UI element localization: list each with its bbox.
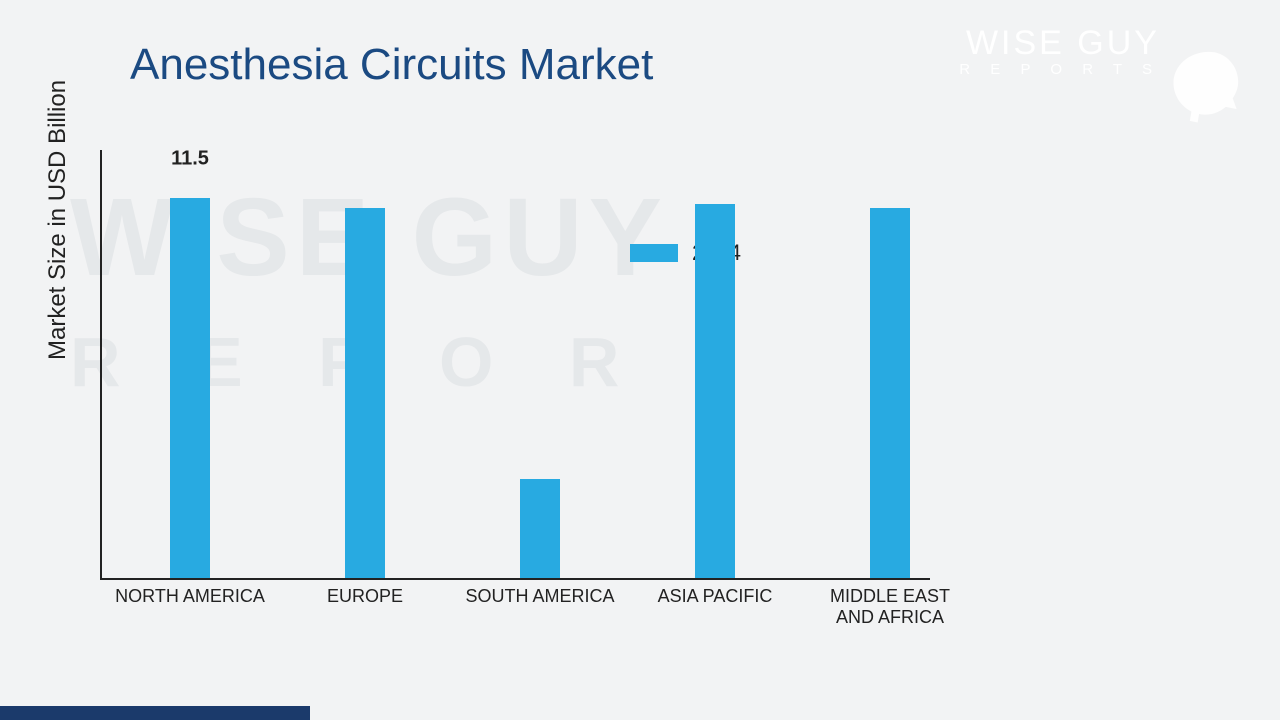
y-axis-label: Market Size in USD Billion — [44, 80, 72, 360]
category-label: NORTH AMERICA — [110, 586, 270, 607]
legend-swatch — [630, 244, 678, 262]
chart-title: Anesthesia Circuits Market — [130, 40, 653, 90]
category-label: ASIA PACIFIC — [635, 586, 795, 607]
category-label: EUROPE — [285, 586, 445, 607]
brand-logo: WISE GUY R E P O R T S — [959, 26, 1246, 77]
x-axis-line — [100, 578, 930, 580]
chart-canvas: WISE GUY R E P O R T S WISE GUY R E P O … — [0, 0, 1280, 720]
bar-0: NORTH AMERICA11.5 — [170, 198, 210, 578]
category-label: MIDDLE EAST AND AFRICA — [810, 586, 970, 627]
bar-4: MIDDLE EAST AND AFRICA — [870, 208, 910, 578]
bar-value-label: 11.5 — [171, 147, 209, 170]
bottom-accent-bar — [0, 706, 310, 720]
bar-3: ASIA PACIFIC — [695, 204, 735, 578]
y-axis-line — [100, 150, 102, 580]
bar-2: SOUTH AMERICA — [520, 479, 560, 578]
brand-line1: WISE GUY — [959, 26, 1160, 60]
brand-line2: R E P O R T S — [959, 62, 1160, 77]
bar-1: EUROPE — [345, 208, 385, 578]
plot-area: 2024 NORTH AMERICA11.5EUROPESOUTH AMERIC… — [100, 150, 930, 580]
category-label: SOUTH AMERICA — [460, 586, 620, 607]
